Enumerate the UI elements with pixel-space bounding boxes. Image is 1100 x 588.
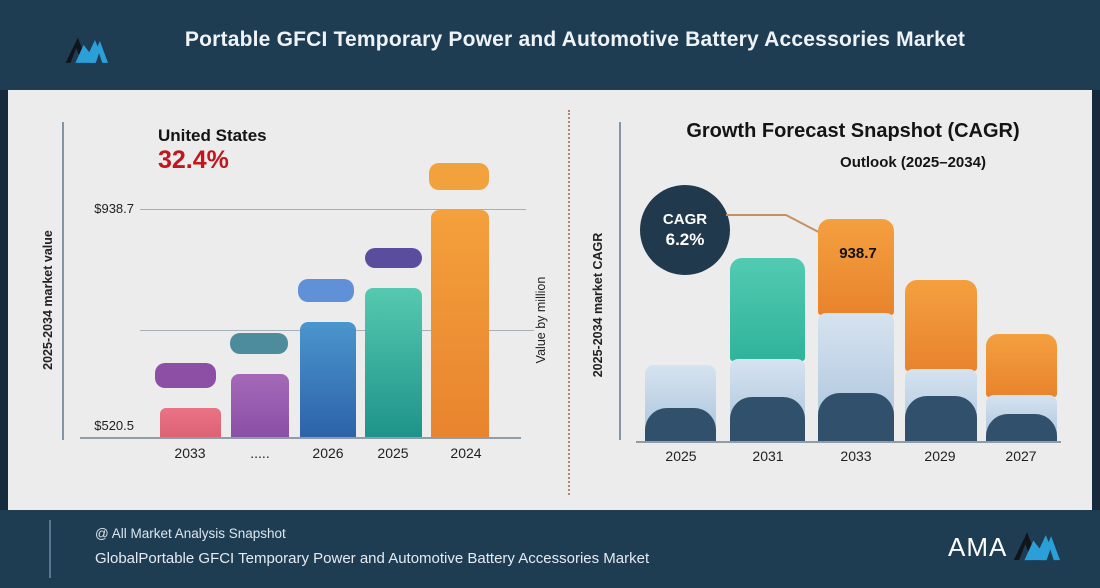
stack-2031 <box>730 90 805 441</box>
stack-2025-base <box>645 408 716 441</box>
cagr-badge: CAGR 6.2% <box>640 185 730 275</box>
right-chart-x-axis <box>636 441 1061 443</box>
panel-divider <box>568 110 570 495</box>
bar-dots <box>231 374 289 437</box>
footer-brand-text: AMA <box>948 532 1008 562</box>
infographic-body: 2025-2034 market value United States 32.… <box>0 90 1100 510</box>
left-chart-percentage: 32.4% <box>158 146 229 174</box>
stack-2029-top <box>905 280 977 371</box>
right-xtick-2027: 2027 <box>1005 448 1037 464</box>
stack-2027 <box>986 90 1057 441</box>
cagr-badge-label: CAGR <box>662 210 708 228</box>
footer-market-text: GlobalPortable GFCI Temporary Power and … <box>95 550 650 567</box>
right-chart-title: Growth Forecast Snapshot (CAGR) <box>686 120 1020 142</box>
left-chart-ytick-top: $938.7 <box>94 201 134 216</box>
left-chart-y-axis <box>62 122 64 440</box>
stack-2025 <box>645 90 716 441</box>
footer: @ All Market Analysis Snapshot GlobalPor… <box>0 510 1100 588</box>
bar-2024 <box>431 210 489 437</box>
left-chart-y-axis-label: 2025-2034 market value <box>41 230 55 370</box>
gridline-upper <box>140 209 526 210</box>
ama-logo-icon <box>65 37 108 63</box>
callout-connector-line <box>726 214 831 239</box>
right-xtick-2029: 2029 <box>924 448 956 464</box>
bar-cap-2025 <box>365 248 422 268</box>
bar-cap-2026 <box>298 279 354 302</box>
ama-logo-icon <box>1013 532 1060 561</box>
left-chart-ytick-bottom: $520.5 <box>94 418 134 433</box>
stack-2027-base <box>986 414 1057 441</box>
stack-2027-top <box>986 334 1057 397</box>
left-chart-title: United States <box>158 126 267 145</box>
bar-2026 <box>300 322 356 437</box>
stack-2033 <box>818 90 894 441</box>
bar-cap-2024 <box>429 163 489 190</box>
left-chart-x-axis <box>80 437 521 439</box>
left-xtick-2026: 2026 <box>312 445 344 461</box>
stack-2031-base <box>730 397 805 441</box>
stack-2029-base <box>905 396 977 441</box>
bar-2025 <box>365 288 422 437</box>
stack-2033-top <box>818 219 894 315</box>
right-chart-y-axis-label: 2025-2034 market CAGR <box>591 232 605 378</box>
page-title: Portable GFCI Temporary Power and Automo… <box>184 28 966 51</box>
stack-2031-top <box>730 258 805 361</box>
left-xtick-2033: 2033 <box>174 445 206 461</box>
bar-cap-2033 <box>155 363 216 388</box>
left-xtick-dots: ..... <box>250 445 270 461</box>
left-xtick-2025: 2025 <box>377 445 409 461</box>
footer-snapshot-text: @ All Market Analysis Snapshot <box>95 526 286 541</box>
header: Portable GFCI Temporary Power and Automo… <box>0 0 1100 90</box>
stack-2033-base <box>818 393 894 441</box>
stack-2029 <box>905 90 977 441</box>
right-xtick-2031: 2031 <box>752 448 784 464</box>
left-chart-secondary-axis-label: Value by million <box>534 276 548 364</box>
right-xtick-2033: 2033 <box>840 448 872 464</box>
right-chart-subtitle: Outlook (2025–2034) <box>840 154 986 171</box>
bar-cap-dots <box>230 333 288 354</box>
footer-divider <box>49 520 51 578</box>
bar-2033 <box>160 408 221 437</box>
data-label-938: 938.7 <box>839 245 877 262</box>
right-chart-y-axis <box>619 122 621 440</box>
cagr-badge-value: 6.2% <box>665 229 705 249</box>
left-xtick-2024: 2024 <box>450 445 482 461</box>
right-xtick-2025: 2025 <box>665 448 697 464</box>
